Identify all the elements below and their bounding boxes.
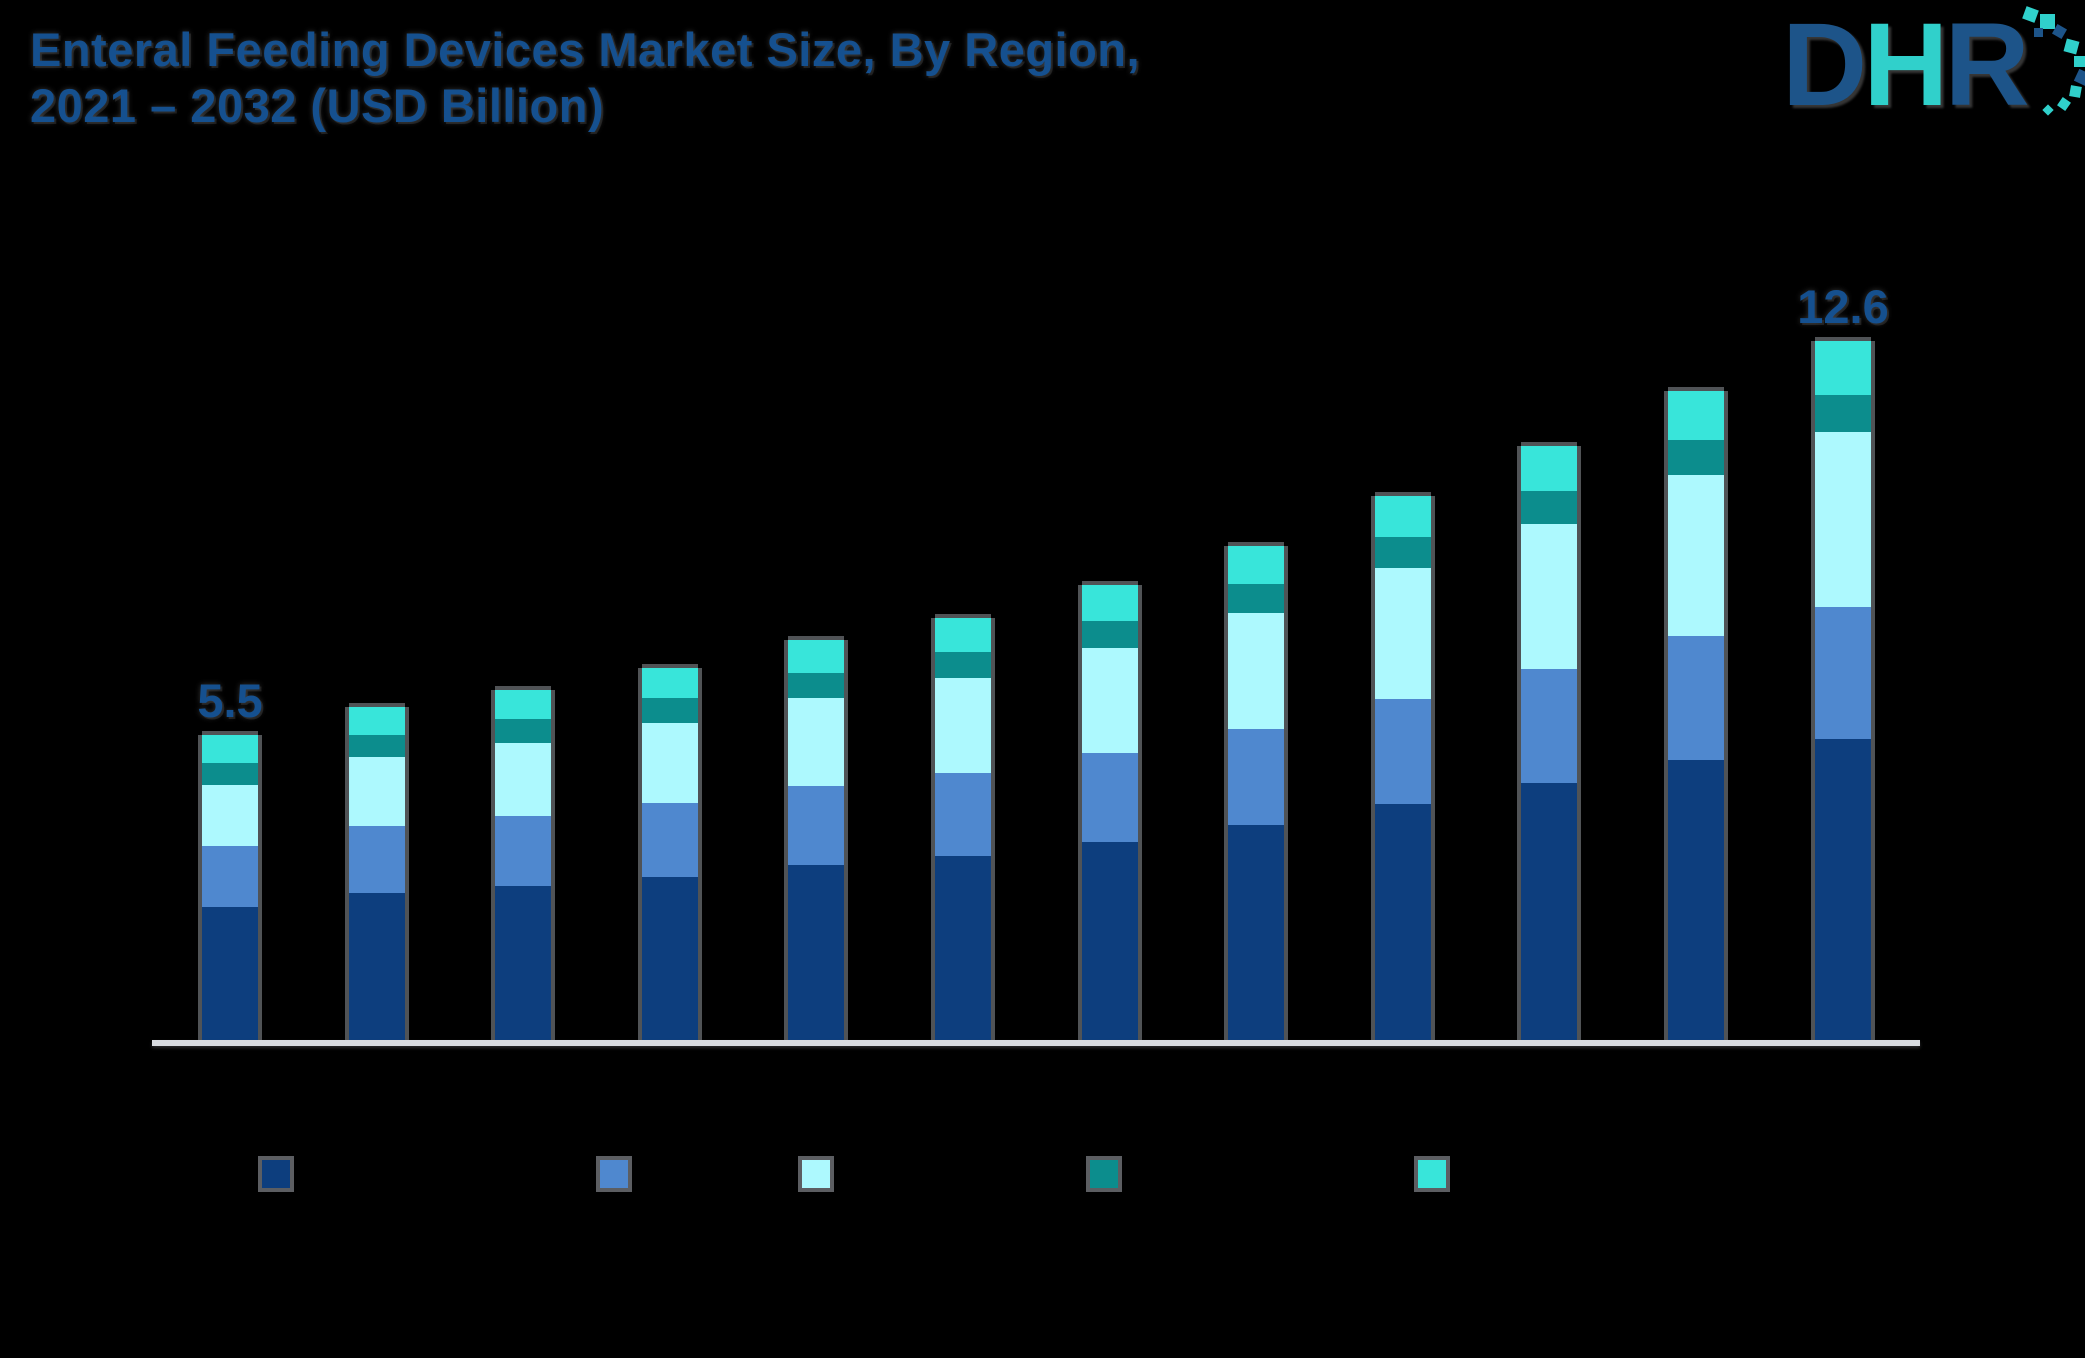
bar-segment-region-2-medium-blue (788, 786, 844, 866)
legend-swatch-region-5-turquoise (1418, 1160, 1446, 1188)
logo-letter-h: H (1863, 0, 1948, 131)
dhr-logo: DHR (1782, 6, 2085, 146)
bar-segment-region-3-pale-cyan (202, 784, 258, 846)
logo-dot (2063, 38, 2080, 55)
bar-value-label-2032: 12.6 (1797, 280, 1889, 333)
bar-segment-region-3-pale-cyan (1228, 613, 1284, 730)
bar-segment-region-3-pale-cyan (1521, 523, 1577, 669)
bar-segment-region-5-turquoise (1815, 340, 1871, 396)
logo-letter-r: R (1944, 0, 2029, 131)
legend-swatch-region-4-teal (1090, 1160, 1118, 1188)
bar-segment-region-4-teal (1815, 395, 1871, 432)
bar-2028 (1228, 546, 1284, 1040)
bar-segment-region-5-turquoise (202, 735, 258, 763)
bar-segment-region-5-turquoise (1228, 546, 1284, 585)
logo-dot (2069, 85, 2082, 98)
bar-segment-region-5-turquoise (495, 690, 551, 720)
bar-segment-region-2-medium-blue (495, 816, 551, 887)
bar-2021 (202, 735, 258, 1040)
bar-segment-region-2-medium-blue (935, 772, 991, 856)
bar-segment-region-3-pale-cyan (349, 756, 405, 827)
bar-segment-region-3-pale-cyan (935, 677, 991, 773)
bar-segment-region-1-dark-navy (349, 892, 405, 1040)
logo-dot (2034, 28, 2043, 37)
chart-title: Enteral Feeding Devices Market Size, By … (30, 22, 1430, 134)
bar-segment-region-4-teal (495, 719, 551, 743)
logo-dot (2042, 104, 2054, 116)
bar-segment-region-3-pale-cyan (495, 742, 551, 817)
bar-segment-region-4-teal (1668, 439, 1724, 475)
bar-segment-region-4-teal (935, 651, 991, 678)
bar-segment-region-1-dark-navy (1082, 841, 1138, 1040)
bar-segment-region-1-dark-navy (788, 865, 844, 1040)
bar-segment-region-4-teal (202, 762, 258, 785)
bar-segment-region-4-teal (642, 698, 698, 723)
bar-segment-region-3-pale-cyan (1082, 647, 1138, 753)
bar-segment-region-3-pale-cyan (642, 722, 698, 804)
bar-2024 (642, 668, 698, 1040)
logo-dot (2073, 68, 2085, 87)
logo-dot (2074, 56, 2085, 67)
bar-segment-region-2-medium-blue (642, 803, 698, 877)
bar-segment-region-3-pale-cyan (1815, 431, 1871, 608)
bar-segment-region-3-pale-cyan (1668, 474, 1724, 637)
bar-segment-region-5-turquoise (935, 618, 991, 652)
chart-title-line2: 2021 – 2032 (USD Billion) (30, 79, 605, 132)
bar-2022 (349, 707, 405, 1040)
bar-segment-region-5-turquoise (1521, 446, 1577, 492)
bar-segment-region-4-teal (1082, 620, 1138, 648)
bar-2026 (935, 618, 991, 1040)
bar-segment-region-5-turquoise (642, 668, 698, 699)
x-axis-line (152, 1040, 1920, 1046)
chart-title-line1: Enteral Feeding Devices Market Size, By … (30, 23, 1141, 76)
bar-segment-region-2-medium-blue (1375, 698, 1431, 805)
bar-segment-region-1-dark-navy (1668, 759, 1724, 1040)
logo-dot (2057, 97, 2071, 111)
bar-segment-region-4-teal (349, 734, 405, 757)
bar-segment-region-1-dark-navy (495, 886, 551, 1040)
logo-dot (2040, 14, 2055, 29)
bar-2032 (1815, 340, 1871, 1040)
bar-segment-region-1-dark-navy (1228, 825, 1284, 1040)
bar-segment-region-5-turquoise (788, 640, 844, 674)
bar-segment-region-2-medium-blue (1228, 729, 1284, 826)
bar-2027 (1082, 585, 1138, 1040)
bar-segment-region-1-dark-navy (1815, 738, 1871, 1040)
bar-segment-region-4-teal (1228, 584, 1284, 614)
bar-2030 (1521, 446, 1577, 1040)
bar-segment-region-2-medium-blue (1815, 607, 1871, 739)
bar-value-label-2021: 5.5 (197, 674, 263, 727)
bar-segment-region-1-dark-navy (1521, 783, 1577, 1040)
legend-swatch-region-3-pale-cyan (802, 1160, 830, 1188)
bar-segment-region-5-turquoise (349, 707, 405, 735)
bar-segment-region-4-teal (1521, 491, 1577, 524)
bar-segment-region-1-dark-navy (1375, 804, 1431, 1040)
bar-segment-region-2-medium-blue (1668, 636, 1724, 760)
bar-segment-region-2-medium-blue (349, 826, 405, 893)
bar-segment-region-3-pale-cyan (1375, 568, 1431, 699)
bar-2031 (1668, 391, 1724, 1040)
bar-segment-region-5-turquoise (1375, 496, 1431, 538)
bar-segment-region-5-turquoise (1668, 391, 1724, 440)
bar-2025 (788, 640, 844, 1040)
bar-segment-region-4-teal (1375, 537, 1431, 569)
bar-segment-region-1-dark-navy (202, 906, 258, 1040)
bar-segment-region-5-turquoise (1082, 585, 1138, 621)
bar-segment-region-2-medium-blue (1082, 752, 1138, 842)
bar-segment-region-4-teal (788, 673, 844, 699)
dhr-logo-letters: DHR (1782, 6, 2030, 124)
bar-segment-region-2-medium-blue (202, 845, 258, 907)
legend-swatch-region-1-dark-navy (262, 1160, 290, 1188)
bar-2029 (1375, 496, 1431, 1040)
bar-segment-region-1-dark-navy (642, 876, 698, 1040)
bar-2023 (495, 690, 551, 1040)
bar-segment-region-3-pale-cyan (788, 698, 844, 787)
bar-segment-region-1-dark-navy (935, 855, 991, 1040)
legend-swatch-region-2-medium-blue (600, 1160, 628, 1188)
bar-segment-region-2-medium-blue (1521, 668, 1577, 784)
logo-letter-d: D (1782, 0, 1867, 131)
